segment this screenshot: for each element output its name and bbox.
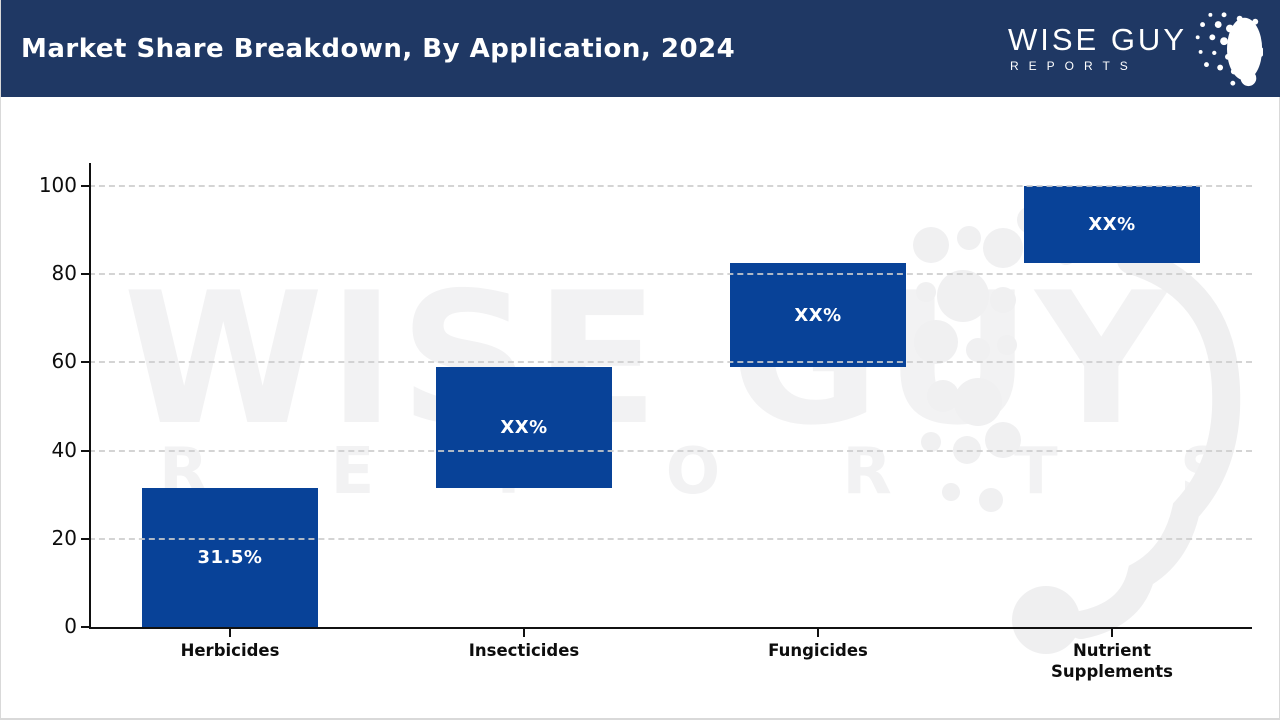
bar-value-label: XX% (794, 304, 842, 326)
gridline-40 (89, 450, 1252, 452)
x-tick (523, 629, 525, 637)
y-tick-label: 100 (38, 173, 77, 197)
y-tick (81, 626, 89, 628)
x-axis-spine (89, 627, 1252, 629)
y-tick-label: 80 (51, 261, 77, 285)
y-tick-label: 0 (64, 614, 77, 638)
x-tick (1111, 629, 1113, 637)
header: Market Share Breakdown, By Application, … (1, 0, 1280, 97)
gridline-80 (89, 273, 1252, 275)
y-tick-label: 20 (51, 526, 77, 550)
logo-subtitle: REPORTS (1009, 59, 1138, 73)
x-tick-label-nutrient-supplements: Nutrient Supplements (1051, 641, 1173, 682)
watermark-dotted-head (913, 206, 1241, 654)
x-tick (817, 629, 819, 637)
gridline-60 (89, 361, 1252, 363)
bar-value-label: XX% (500, 417, 548, 438)
logo-text: WISE GUY REPORTS (1008, 24, 1187, 73)
dotted-head-icon (1195, 11, 1263, 86)
bar-herbicides: 31.5% (142, 488, 318, 627)
x-tick (229, 629, 231, 637)
x-tick-label-fungicides: Fungicides (768, 641, 868, 660)
y-axis-spine (89, 163, 91, 629)
gridline-20 (89, 538, 1252, 540)
x-tick-label-insecticides: Insecticides (468, 641, 580, 660)
bar-value-label: XX% (1088, 214, 1136, 235)
bar-nutrient-supplements: XX% (1024, 186, 1200, 263)
y-tick-label: 40 (51, 438, 77, 462)
chart-title: Market Share Breakdown, By Application, … (21, 33, 736, 64)
bar-fungicides: XX% (730, 263, 906, 367)
gridline-100 (89, 185, 1252, 187)
y-tick (81, 361, 89, 363)
bar-value-label: 31.5% (197, 547, 263, 568)
wise-guy-logo: WISE GUY REPORTS (1008, 8, 1263, 90)
bar-insecticides: XX% (436, 367, 612, 488)
y-tick-label: 60 (51, 349, 77, 373)
y-tick (81, 450, 89, 452)
y-tick (81, 538, 89, 540)
logo-wordmark: WISE GUY (1007, 22, 1187, 57)
y-tick (81, 273, 89, 275)
x-tick-label-herbicides: Herbicides (180, 641, 280, 660)
y-tick (81, 185, 89, 187)
